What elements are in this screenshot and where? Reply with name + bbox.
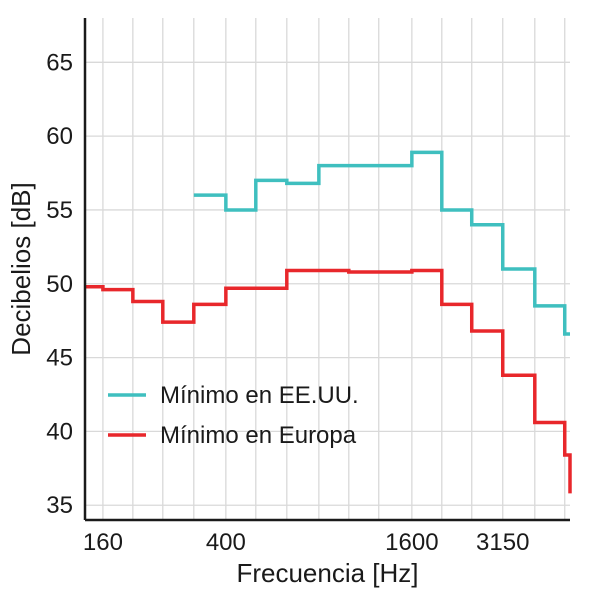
y-tick-label: 65 xyxy=(46,49,73,76)
chart-background xyxy=(0,0,600,597)
y-tick-label: 60 xyxy=(46,123,73,150)
y-tick-label: 35 xyxy=(46,492,73,519)
y-tick-label: 40 xyxy=(46,418,73,445)
y-axis-label: Decibelios [dB] xyxy=(6,182,36,355)
x-axis-label: Frecuencia [Hz] xyxy=(236,558,418,588)
step-line-chart: 35 40 45 50 55 60 65 160 400 1600 3150 Frecuencia [… xyxy=(0,0,600,597)
legend-label-eu: Mínimo en Europa xyxy=(160,422,357,449)
x-tick-label: 3150 xyxy=(476,529,529,556)
x-tick-label: 160 xyxy=(83,529,123,556)
y-tick-label: 45 xyxy=(46,345,73,372)
y-tick-label: 50 xyxy=(46,271,73,298)
legend-label-us: Mínimo en EE.UU. xyxy=(160,382,359,409)
x-tick-label: 400 xyxy=(206,529,246,556)
y-tick-label: 55 xyxy=(46,197,73,224)
x-tick-label: 1600 xyxy=(385,529,438,556)
